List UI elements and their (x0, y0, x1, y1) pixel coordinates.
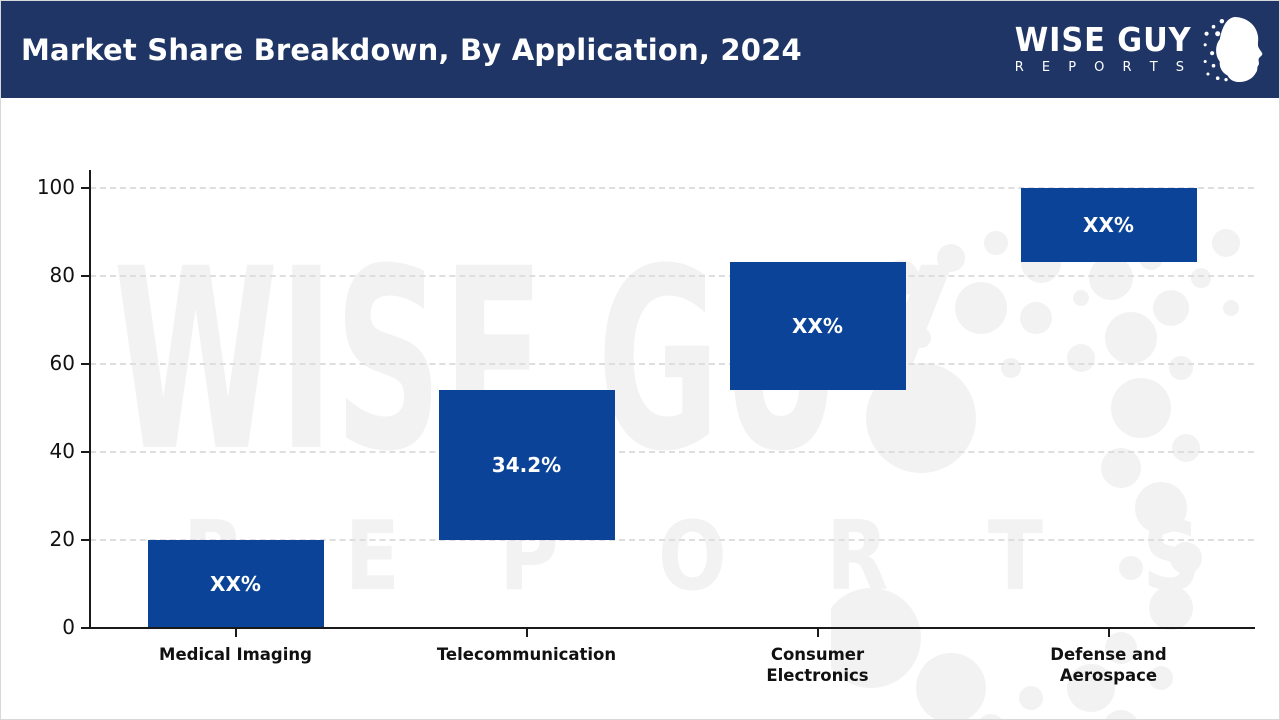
y-axis-tick-label: 100 (36, 175, 75, 199)
bar-segment: XX% (1020, 188, 1197, 262)
y-axis-tick-label: 80 (49, 263, 75, 287)
brand-head-icon (1203, 17, 1263, 82)
y-axis-tick (81, 451, 90, 453)
bar-segment: XX% (147, 540, 324, 628)
category-label: Telecommunication (417, 644, 637, 665)
y-axis-tick-label: 60 (49, 351, 75, 375)
category-label: Medical Imaging (126, 644, 346, 665)
category-label-line: Aerospace (1059, 666, 1158, 685)
category-label: Consumer Electronics (708, 644, 928, 686)
chart-area: WISE GUY. R E P O R T S 0 20 40 60 80 100 XX% M (1, 98, 1279, 719)
y-axis-tick-label: 40 (49, 439, 75, 463)
y-axis-tick-label: 20 (49, 527, 75, 551)
category-label: Defense and Aerospace (999, 644, 1219, 686)
y-axis-tick (81, 187, 90, 189)
x-axis-spine (89, 627, 1255, 629)
bar-segment: XX% (729, 261, 906, 390)
bar-value-label: XX% (210, 572, 261, 596)
y-axis-tick (81, 275, 90, 277)
bar-value-label: XX% (792, 313, 843, 338)
y-axis-tick-label: 0 (62, 615, 75, 639)
gridline (90, 363, 1254, 365)
brand-name: WISE GUY (1014, 20, 1192, 59)
gridline (90, 539, 1254, 541)
y-axis-tick (81, 363, 90, 365)
category-label-line: Consumer (770, 645, 865, 664)
bar-value-label: XX% (1083, 212, 1134, 237)
bar-value-label: 34.2% (491, 452, 562, 477)
x-axis-tick (816, 629, 819, 637)
y-axis-tick (81, 627, 90, 629)
category-label-line: Telecommunication (436, 645, 617, 664)
brand-logo-text: WISE GUY R E P O R T S (1007, 22, 1199, 76)
gridline (90, 187, 1254, 189)
gridline (90, 275, 1254, 277)
category-label-line: Electronics (766, 666, 869, 685)
brand-subtitle: R E P O R T S (1014, 60, 1192, 75)
page-title: Market Share Breakdown, By Application, … (21, 32, 802, 67)
x-axis-tick (234, 629, 237, 637)
gridline (90, 451, 1254, 453)
y-axis-tick (81, 539, 90, 541)
x-axis-tick (525, 629, 528, 637)
x-axis-tick (1107, 629, 1110, 637)
watermark-text-small: R E P O R T S (183, 502, 1237, 612)
y-axis-spine (89, 170, 91, 629)
brand-logo: WISE GUY R E P O R T S (1007, 9, 1265, 89)
category-label-line: Defense and (1050, 645, 1167, 664)
header: Market Share Breakdown, By Application, … (1, 1, 1279, 98)
bar-segment: 34.2% (438, 389, 615, 540)
category-label-line: Medical Imaging (159, 645, 312, 664)
